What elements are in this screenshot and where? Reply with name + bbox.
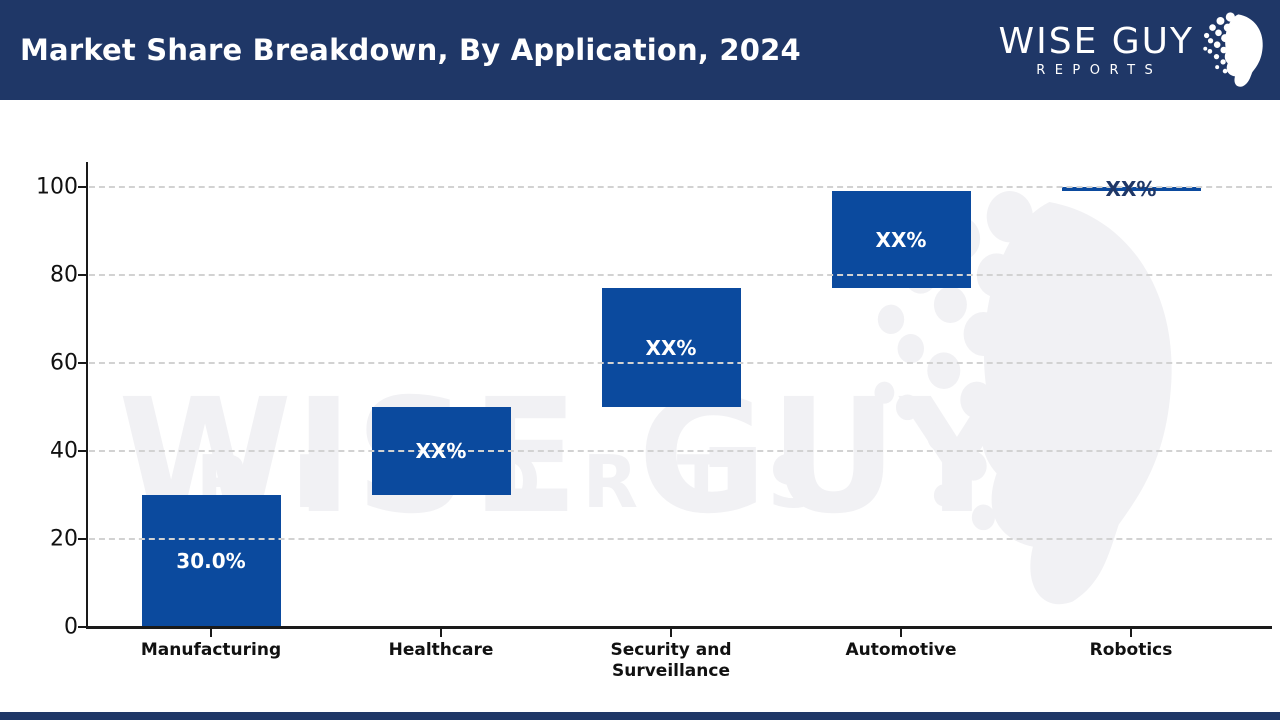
x-tick-mark	[670, 629, 672, 637]
y-tick-label: 60	[50, 350, 78, 376]
y-tick-label: 40	[50, 438, 78, 464]
bar-robotics	[1061, 187, 1201, 192]
bar-value-label: XX%	[875, 227, 927, 252]
gridline-y60	[89, 362, 1272, 364]
x-tick-label: Healthcare	[388, 640, 494, 660]
y-tick-mark	[78, 450, 86, 452]
bar-value-label: 30.0%	[176, 549, 246, 573]
gridline-y80	[89, 274, 1272, 276]
x-tick-mark	[1130, 629, 1132, 637]
y-tick-mark	[78, 538, 86, 540]
logo-wordmark-line1: WISE GUY	[998, 20, 1194, 62]
bar-value-label: XX%	[415, 439, 467, 463]
x-tick-label: Automotive	[845, 640, 957, 660]
y-tick-mark	[78, 186, 86, 188]
bar-manufacturing	[141, 495, 281, 627]
y-tick-label: 80	[50, 262, 78, 288]
y-axis-line	[86, 162, 88, 628]
bar-value-label: XX%	[645, 335, 697, 360]
y-tick-mark	[78, 274, 86, 276]
page-title: Market Share Breakdown, By Application, …	[20, 33, 801, 67]
wise-guy-reports-logo: WISE GUY REPORTS	[999, 8, 1267, 92]
x-tick-mark	[440, 629, 442, 637]
y-tick-label: 100	[36, 174, 78, 200]
header-band: Market Share Breakdown, By Application, …	[0, 0, 1280, 100]
footer-band	[0, 712, 1280, 720]
x-tick-label: Security and Surveillance	[610, 640, 732, 682]
x-tick-label: Manufacturing	[140, 640, 282, 660]
logo-wordmark-line2: REPORTS	[1036, 62, 1163, 78]
gridline-y20	[89, 538, 1272, 540]
bar-value-label: XX%	[1105, 177, 1157, 202]
gridline-y40	[89, 450, 1272, 452]
y-tick-mark	[78, 626, 86, 628]
bar-security-and-surveillance	[601, 288, 741, 407]
x-tick-label: Robotics	[1089, 640, 1173, 660]
logo-wordmark: WISE GUY REPORTS	[998, 20, 1195, 78]
y-tick-mark	[78, 362, 86, 364]
logo-face-icon	[1203, 12, 1263, 87]
gridline-y100	[89, 186, 1272, 188]
x-axis-line	[86, 626, 1272, 629]
y-tick-label: 20	[50, 526, 78, 552]
x-tick-mark	[900, 629, 902, 637]
y-tick-label: 0	[64, 614, 78, 640]
x-tick-mark	[210, 629, 212, 637]
